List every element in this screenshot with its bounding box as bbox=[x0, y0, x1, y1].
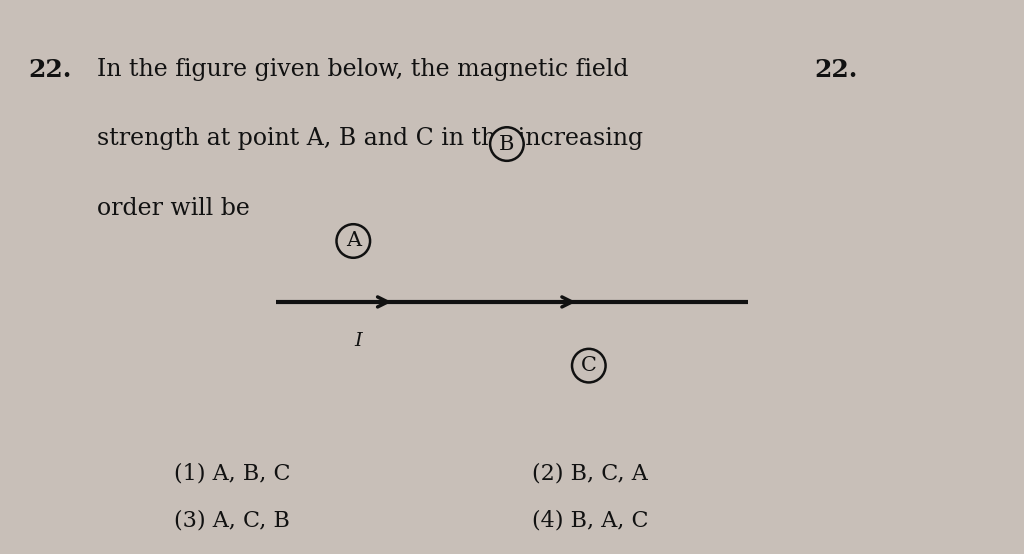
Text: order will be: order will be bbox=[97, 197, 250, 220]
Text: (3) A, C, B: (3) A, C, B bbox=[174, 510, 290, 532]
Text: C: C bbox=[581, 356, 597, 375]
Text: A: A bbox=[346, 232, 360, 250]
Text: 22.: 22. bbox=[814, 58, 857, 82]
Text: In the figure given below, the magnetic field: In the figure given below, the magnetic … bbox=[97, 58, 629, 81]
Text: I: I bbox=[354, 332, 362, 350]
Text: (2) B, C, A: (2) B, C, A bbox=[532, 463, 648, 485]
Text: (4) B, A, C: (4) B, A, C bbox=[532, 510, 649, 532]
Text: strength at point A, B and C in the increasing: strength at point A, B and C in the incr… bbox=[97, 127, 643, 151]
Text: (1) A, B, C: (1) A, B, C bbox=[174, 463, 291, 485]
Text: B: B bbox=[499, 135, 515, 153]
Text: 22.: 22. bbox=[29, 58, 72, 82]
